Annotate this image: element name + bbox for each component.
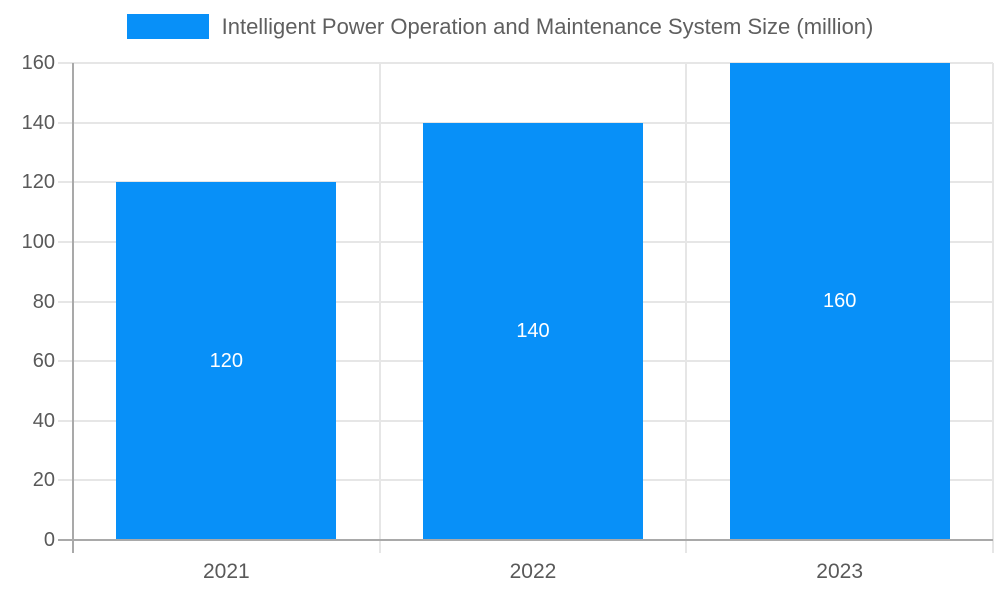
legend-swatch xyxy=(126,14,209,39)
legend: Intelligent Power Operation and Maintena… xyxy=(0,14,1000,39)
gridline-horizontal xyxy=(58,62,993,64)
y-axis-tick-label: 0 xyxy=(43,529,55,551)
y-axis-tick-label: 140 xyxy=(21,111,55,134)
gridline-vertical xyxy=(992,63,994,553)
y-axis-tick-label: 160 xyxy=(21,52,55,74)
y-axis-tick-label: 40 xyxy=(32,409,55,432)
bar-2022: 140 xyxy=(423,122,643,540)
bar-value-label: 120 xyxy=(209,349,244,372)
y-axis-line xyxy=(72,63,74,553)
y-axis-tick-label: 100 xyxy=(21,230,55,253)
y-axis-tick-label: 120 xyxy=(21,171,55,194)
bar-2023: 160 xyxy=(729,63,950,540)
bar-value-label: 140 xyxy=(516,319,550,342)
legend-label: Intelligent Power Operation and Maintena… xyxy=(221,14,874,39)
x-axis-tick-label: 2022 xyxy=(509,560,557,583)
x-axis-tick-label: 2021 xyxy=(202,560,250,583)
y-axis-tick-label: 60 xyxy=(32,350,55,373)
x-axis-line xyxy=(58,539,993,541)
y-axis-tick-label: 80 xyxy=(32,290,55,313)
bar-value-label: 160 xyxy=(822,290,857,312)
gridline-vertical xyxy=(685,63,688,553)
gridline-vertical xyxy=(378,63,381,553)
x-axis-tick-label: 2023 xyxy=(816,560,864,583)
y-axis-tick-label: 20 xyxy=(32,469,55,492)
bar-2021: 120 xyxy=(116,182,337,540)
